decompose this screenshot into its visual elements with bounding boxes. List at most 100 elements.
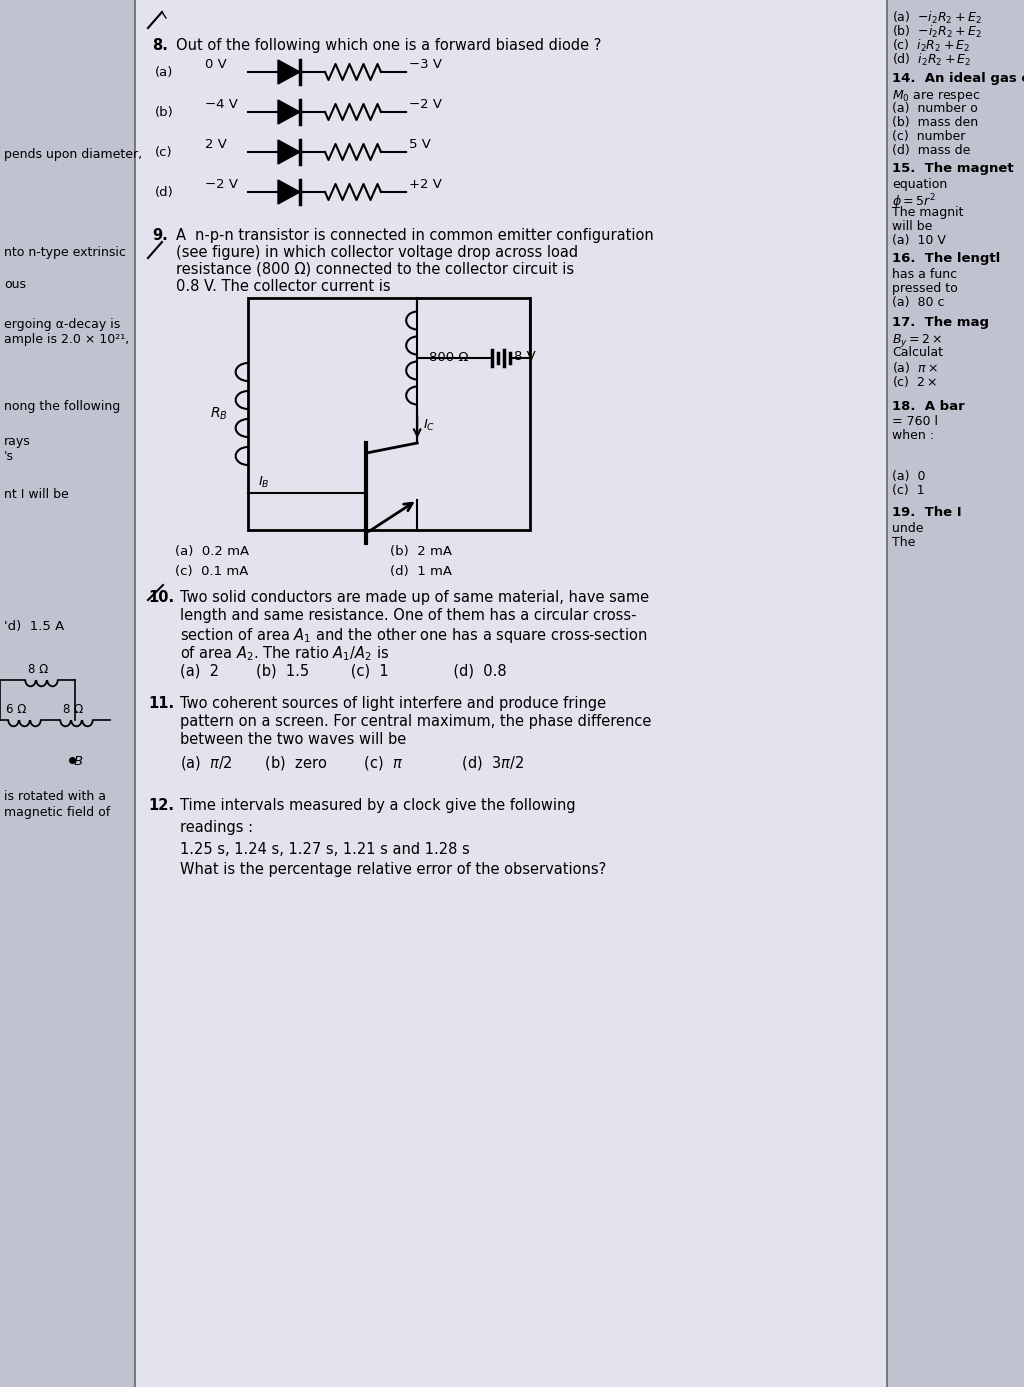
Text: between the two waves will be: between the two waves will be xyxy=(180,732,407,748)
Text: Calculat: Calculat xyxy=(892,345,943,359)
Text: section of area $A_1$ and the other one has a square cross-section: section of area $A_1$ and the other one … xyxy=(180,626,647,645)
Text: (c)  1: (c) 1 xyxy=(892,484,925,497)
Text: (a)  $\pi\times$: (a) $\pi\times$ xyxy=(892,361,938,374)
Text: (a)  0.2 mA: (a) 0.2 mA xyxy=(175,545,249,558)
Text: (a)  0: (a) 0 xyxy=(892,470,926,483)
Text: 'd)  1.5 A: 'd) 1.5 A xyxy=(4,620,65,632)
Text: 9.: 9. xyxy=(152,227,168,243)
Text: What is the percentage relative error of the observations?: What is the percentage relative error of… xyxy=(180,861,606,877)
Text: (a)  $-i_2R_2 + E_2$: (a) $-i_2R_2 + E_2$ xyxy=(892,10,982,26)
Text: when :: when : xyxy=(892,429,934,442)
Polygon shape xyxy=(278,100,300,123)
Text: 8 Ω: 8 Ω xyxy=(63,703,83,716)
Text: (d)  $i_2R_2 + E_2$: (d) $i_2R_2 + E_2$ xyxy=(892,51,972,68)
Bar xyxy=(0,0,135,1387)
Bar xyxy=(248,298,530,530)
Text: A   n-p-n transistor is connected in common emitter configuration: A n-p-n transistor is connected in commo… xyxy=(176,227,653,243)
Text: (see figure) in which collector voltage drop across load: (see figure) in which collector voltage … xyxy=(176,245,579,259)
Text: (b): (b) xyxy=(155,105,174,119)
Text: nong the following: nong the following xyxy=(4,399,120,413)
Text: 800 Ω: 800 Ω xyxy=(429,351,469,363)
Text: (c): (c) xyxy=(155,146,173,160)
Polygon shape xyxy=(278,60,300,85)
Text: 12.: 12. xyxy=(148,798,174,813)
Text: The magnit: The magnit xyxy=(892,207,964,219)
Text: (b)  mass den: (b) mass den xyxy=(892,117,978,129)
Text: $M_0$ are respec: $M_0$ are respec xyxy=(892,87,980,104)
Text: (c)  $2\times$: (c) $2\times$ xyxy=(892,374,938,388)
Text: 10.: 10. xyxy=(148,589,174,605)
Text: 's: 's xyxy=(4,449,14,463)
Polygon shape xyxy=(278,140,300,164)
Text: length and same resistance. One of them has a circular cross-: length and same resistance. One of them … xyxy=(180,608,637,623)
Bar xyxy=(887,0,1024,1387)
Text: The: The xyxy=(892,535,915,549)
Text: 8 V: 8 V xyxy=(514,350,536,363)
Text: 5 V: 5 V xyxy=(409,137,431,151)
Text: 0 V: 0 V xyxy=(205,58,226,71)
Text: $I_B$: $I_B$ xyxy=(258,474,269,490)
Text: 8 Ω: 8 Ω xyxy=(28,663,48,675)
Text: (d)  1 mA: (d) 1 mA xyxy=(390,565,452,578)
Text: = 760 l: = 760 l xyxy=(892,415,938,429)
Text: (a): (a) xyxy=(155,67,173,79)
Text: $R_B$: $R_B$ xyxy=(210,406,227,423)
Text: $I_C$: $I_C$ xyxy=(423,417,435,433)
Text: 8.: 8. xyxy=(152,37,168,53)
Text: 15.  The magnet: 15. The magnet xyxy=(892,162,1014,175)
Text: (a)  10 V: (a) 10 V xyxy=(892,234,946,247)
Text: ous: ous xyxy=(4,277,26,291)
Text: +2 V: +2 V xyxy=(409,178,442,191)
Text: has a func: has a func xyxy=(892,268,957,282)
Text: B: B xyxy=(74,755,83,768)
Text: of area $A_2$. The ratio $A_1/A_2$ is: of area $A_2$. The ratio $A_1/A_2$ is xyxy=(180,644,389,663)
Text: (c)  number: (c) number xyxy=(892,130,966,143)
Text: (a)  number o: (a) number o xyxy=(892,103,978,115)
Text: ample is 2.0 × 10²¹,: ample is 2.0 × 10²¹, xyxy=(4,333,129,345)
Text: 11.: 11. xyxy=(148,696,174,712)
Text: −2 V: −2 V xyxy=(205,178,238,191)
Text: −3 V: −3 V xyxy=(409,58,442,71)
Text: (b)  2 mA: (b) 2 mA xyxy=(390,545,452,558)
Text: 16.  The lengtl: 16. The lengtl xyxy=(892,252,1000,265)
Text: resistance (800 Ω) connected to the collector circuit is: resistance (800 Ω) connected to the coll… xyxy=(176,262,574,277)
Text: ergoing α-decay is: ergoing α-decay is xyxy=(4,318,120,331)
Text: is rotated with a: is rotated with a xyxy=(4,791,106,803)
Text: 1.25 s, 1.24 s, 1.27 s, 1.21 s and 1.28 s: 1.25 s, 1.24 s, 1.27 s, 1.21 s and 1.28 … xyxy=(180,842,470,857)
Text: 17.  The mag: 17. The mag xyxy=(892,316,989,329)
Text: Two solid conductors are made up of same material, have same: Two solid conductors are made up of same… xyxy=(180,589,649,605)
Text: (c)  0.1 mA: (c) 0.1 mA xyxy=(175,565,249,578)
Text: (b)  $-i_2R_2 + E_2$: (b) $-i_2R_2 + E_2$ xyxy=(892,24,982,40)
Text: Two coherent sources of light interfere and produce fringe: Two coherent sources of light interfere … xyxy=(180,696,606,712)
Text: (a)  80 c: (a) 80 c xyxy=(892,295,944,309)
Text: −2 V: −2 V xyxy=(409,98,442,111)
Text: (d)  mass de: (d) mass de xyxy=(892,144,971,157)
Text: (c)  $i_2R_2 + E_2$: (c) $i_2R_2 + E_2$ xyxy=(892,37,971,54)
Text: 18.  A bar: 18. A bar xyxy=(892,399,965,413)
Bar xyxy=(248,298,530,530)
Text: $B_y = 2\times$: $B_y = 2\times$ xyxy=(892,331,943,350)
Text: 6 Ω: 6 Ω xyxy=(6,703,27,716)
Polygon shape xyxy=(278,180,300,204)
Text: rays: rays xyxy=(4,436,31,448)
Text: nto n-type extrinsic: nto n-type extrinsic xyxy=(4,245,126,259)
Text: −4 V: −4 V xyxy=(205,98,238,111)
Text: 0.8 V. The collector current is: 0.8 V. The collector current is xyxy=(176,279,390,294)
Text: Time intervals measured by a clock give the following: Time intervals measured by a clock give … xyxy=(180,798,575,813)
Text: equation: equation xyxy=(892,178,947,191)
Text: (d): (d) xyxy=(155,186,174,198)
Text: 2 V: 2 V xyxy=(205,137,227,151)
Text: $\phi = 5r^2$: $\phi = 5r^2$ xyxy=(892,191,936,212)
Text: (a)  2        (b)  1.5         (c)  1              (d)  0.8: (a) 2 (b) 1.5 (c) 1 (d) 0.8 xyxy=(180,664,507,680)
Text: pends upon diameter,: pends upon diameter, xyxy=(4,148,142,161)
Text: readings :: readings : xyxy=(180,820,253,835)
Text: pressed to: pressed to xyxy=(892,282,957,295)
Text: (a)  $\pi$/2       (b)  zero        (c)  $\pi$             (d)  3$\pi$/2: (a) $\pi$/2 (b) zero (c) $\pi$ (d) 3$\pi… xyxy=(180,755,524,773)
Text: 14.  An ideal gas e: 14. An ideal gas e xyxy=(892,72,1024,85)
Text: nt I will be: nt I will be xyxy=(4,488,69,501)
Text: 19.  The I: 19. The I xyxy=(892,506,962,519)
Text: unde: unde xyxy=(892,522,924,535)
Bar xyxy=(135,0,887,1387)
Text: pattern on a screen. For central maximum, the phase difference: pattern on a screen. For central maximum… xyxy=(180,714,651,730)
Text: will be: will be xyxy=(892,221,933,233)
